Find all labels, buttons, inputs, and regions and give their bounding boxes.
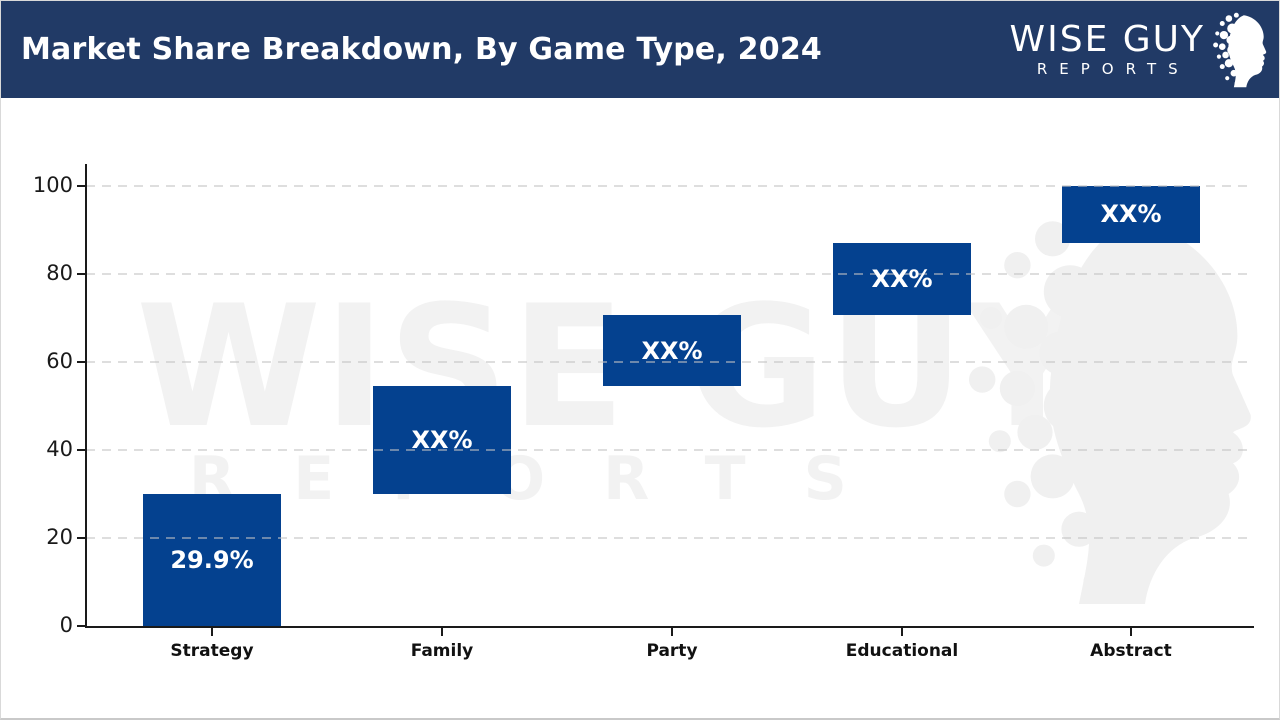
bar-value-label: 29.9% bbox=[170, 546, 254, 575]
y-tick bbox=[77, 536, 86, 539]
wiseguy-logo-text: WISE GUY REPORTS bbox=[1010, 21, 1206, 79]
y-tick bbox=[77, 272, 86, 275]
y-axis-line bbox=[85, 164, 87, 628]
y-tick-label: 40 bbox=[46, 436, 73, 461]
wiseguy-logo: WISE GUY REPORTS bbox=[1010, 7, 1268, 93]
x-tick bbox=[671, 628, 673, 636]
y-tick-label: 0 bbox=[59, 613, 73, 637]
x-tick-label: Family bbox=[410, 641, 474, 661]
grid-line bbox=[86, 536, 1254, 539]
logo-wiseguy-label: WISE GUY bbox=[1009, 19, 1205, 60]
bar-abstract bbox=[1062, 185, 1200, 243]
x-tick bbox=[1130, 628, 1132, 636]
x-tick bbox=[441, 628, 443, 636]
x-tick-label: Strategy bbox=[170, 641, 254, 661]
grid-line bbox=[86, 184, 1254, 187]
bar-party bbox=[603, 315, 741, 386]
bar-family bbox=[373, 385, 511, 495]
bar-value-label: XX% bbox=[411, 426, 473, 455]
bar-strategy bbox=[143, 494, 281, 626]
y-tick bbox=[77, 184, 86, 187]
logo-reports-label: REPORTS bbox=[1036, 60, 1190, 78]
y-tick-label: 20 bbox=[46, 524, 73, 549]
grid-line bbox=[86, 360, 1254, 363]
x-tick-label: Educational bbox=[845, 641, 959, 661]
x-tick-label: Party bbox=[646, 641, 698, 661]
bar-value-label: XX% bbox=[1100, 200, 1162, 229]
watermark-reports-text: REPORTS bbox=[189, 444, 905, 514]
bar-educational bbox=[833, 242, 971, 316]
y-tick-label: 80 bbox=[46, 260, 73, 285]
grid-line bbox=[86, 448, 1254, 451]
y-tick-label: 100 bbox=[32, 172, 73, 197]
x-axis-line bbox=[85, 626, 1254, 628]
bar-value-label: XX% bbox=[871, 265, 933, 294]
chart-title: Market Share Breakdown, By Game Type, 20… bbox=[21, 32, 822, 67]
wiseguy-face-icon bbox=[1213, 12, 1267, 88]
x-tick-label: Abstract bbox=[1090, 641, 1172, 661]
y-tick-label: 60 bbox=[46, 348, 73, 373]
grid-line bbox=[86, 272, 1254, 275]
y-tick bbox=[77, 360, 86, 363]
x-tick bbox=[211, 628, 213, 636]
header-bar: Market Share Breakdown, By Game Type, 20… bbox=[1, 1, 1279, 98]
y-tick bbox=[77, 625, 86, 627]
bar-value-label: XX% bbox=[641, 336, 703, 365]
x-tick bbox=[901, 628, 903, 636]
y-tick bbox=[77, 448, 86, 451]
